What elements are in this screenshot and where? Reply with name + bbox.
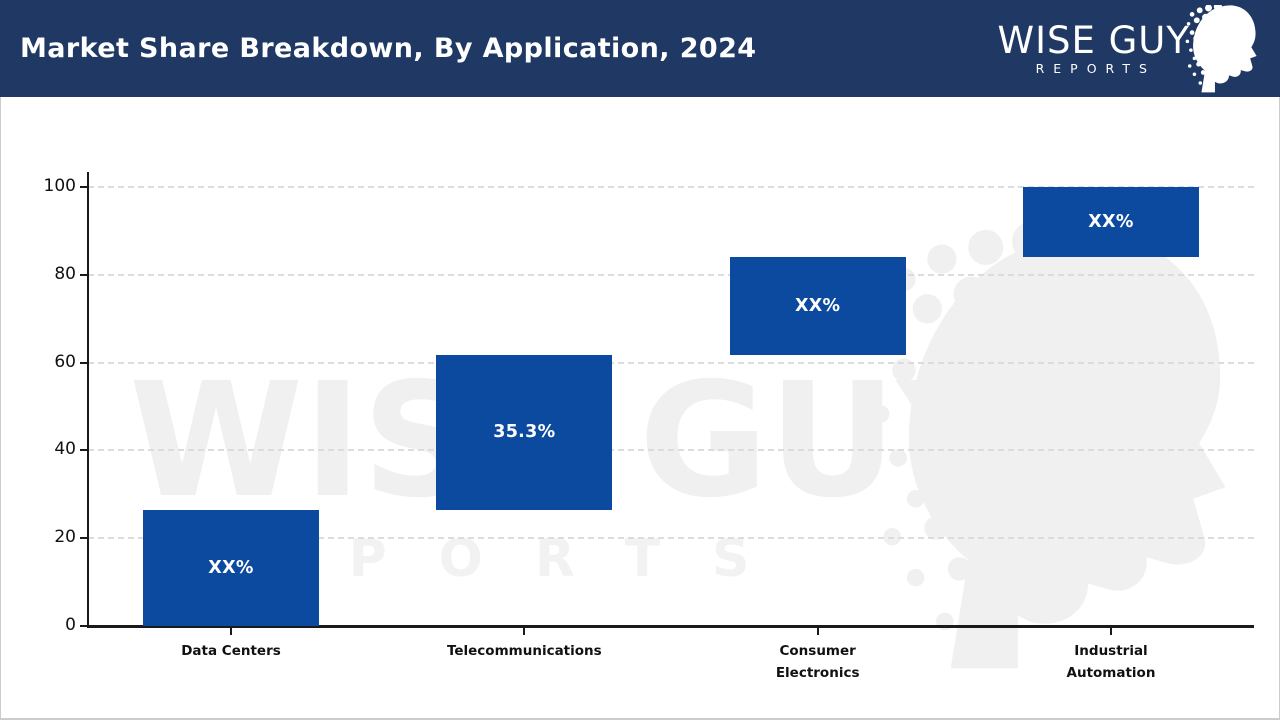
bar-3: XX%	[729, 256, 906, 355]
bar-4: XX%	[1022, 187, 1199, 257]
x-axis-line	[87, 625, 1254, 628]
logo-wordmark: WISE GUY	[997, 18, 1190, 62]
page-title: Market Share Breakdown, By Application, …	[20, 33, 757, 64]
header-bar: Market Share Breakdown, By Application, …	[0, 0, 1280, 97]
gridline-60	[88, 361, 1254, 364]
category-label: Data Centers	[181, 643, 281, 659]
bar-2: 35.3%	[436, 354, 613, 510]
y-tick-label-0: 0	[65, 615, 76, 635]
y-tick-label-20: 20	[54, 527, 76, 548]
gridline-40	[88, 449, 1254, 452]
x-tick-4	[1109, 628, 1112, 635]
gridline-100	[88, 186, 1254, 188]
x-tick-2	[523, 628, 526, 635]
gridline-80	[88, 273, 1254, 276]
x-tick-3	[816, 628, 819, 635]
bar-value-label: XX%	[1088, 211, 1134, 232]
bar-value-label: XX%	[794, 295, 841, 316]
dotted-head-profile-icon	[1178, 5, 1266, 93]
y-tick-label-40: 40	[54, 439, 76, 460]
y-tick-label-80: 80	[54, 263, 76, 284]
gridline-20	[88, 537, 1254, 540]
wise-guy-reports-logo: WISE GUY REPORTS	[998, 5, 1266, 93]
y-tick-0	[80, 625, 88, 627]
y-axis-line	[87, 172, 89, 628]
y-tick-80	[80, 273, 88, 276]
category-label: Telecommunications	[446, 643, 602, 659]
plot-area: 0 20 40 60 80 100 XX% Data Centers 35.3% Telecomm…	[1, 97, 1279, 718]
y-tick-40	[80, 449, 88, 452]
x-tick-1	[230, 628, 232, 635]
y-tick-60	[80, 361, 88, 364]
logo-subtitle: REPORTS	[1035, 60, 1156, 76]
logo-text: WISE GUY REPORTS	[998, 22, 1190, 76]
y-tick-100	[80, 186, 88, 188]
bar-value-label: XX%	[208, 557, 254, 578]
bar-value-label: 35.3%	[493, 422, 556, 443]
y-tick-label-100: 100	[43, 176, 76, 196]
y-tick-20	[80, 537, 88, 540]
chart-panel: WISE GUY REPORTS 0 20 40 60 80 100 XX% Data Cen…	[0, 97, 1280, 720]
y-tick-label-60: 60	[54, 351, 76, 372]
bar-1: XX%	[143, 509, 319, 626]
category-label: Consumer Electronics	[775, 643, 860, 681]
category-label: Industrial Automation	[1066, 643, 1156, 681]
